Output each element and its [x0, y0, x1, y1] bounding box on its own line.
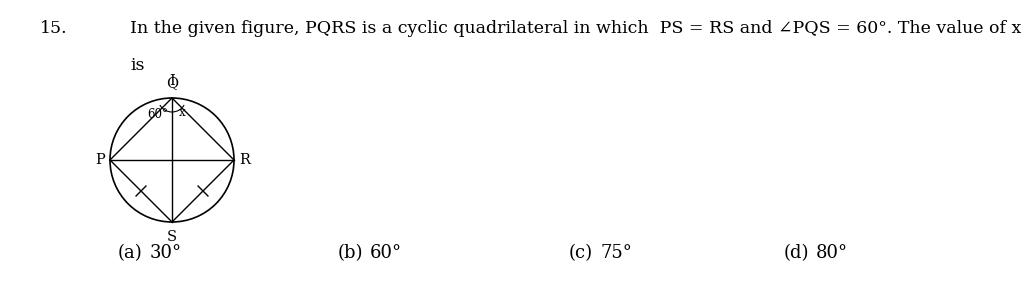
Text: 75°: 75°: [600, 244, 632, 262]
Text: (d): (d): [783, 244, 809, 262]
Text: S: S: [167, 230, 177, 244]
Text: 80°: 80°: [815, 244, 848, 262]
Text: (c): (c): [568, 244, 593, 262]
Text: x: x: [178, 106, 185, 119]
Text: I: I: [169, 74, 175, 88]
Text: (b): (b): [338, 244, 364, 262]
Text: 30°: 30°: [150, 244, 182, 262]
Text: is: is: [130, 57, 144, 74]
Text: 60°: 60°: [147, 107, 168, 120]
Text: 60°: 60°: [370, 244, 402, 262]
Text: P: P: [95, 153, 105, 167]
Text: R: R: [239, 153, 250, 167]
Text: Q: Q: [166, 76, 178, 90]
Text: (a): (a): [118, 244, 142, 262]
Text: 15.: 15.: [40, 20, 68, 37]
Text: In the given figure, PQRS is a cyclic quadrilateral in which  PS = RS and ∠PQS =: In the given figure, PQRS is a cyclic qu…: [130, 20, 1021, 37]
